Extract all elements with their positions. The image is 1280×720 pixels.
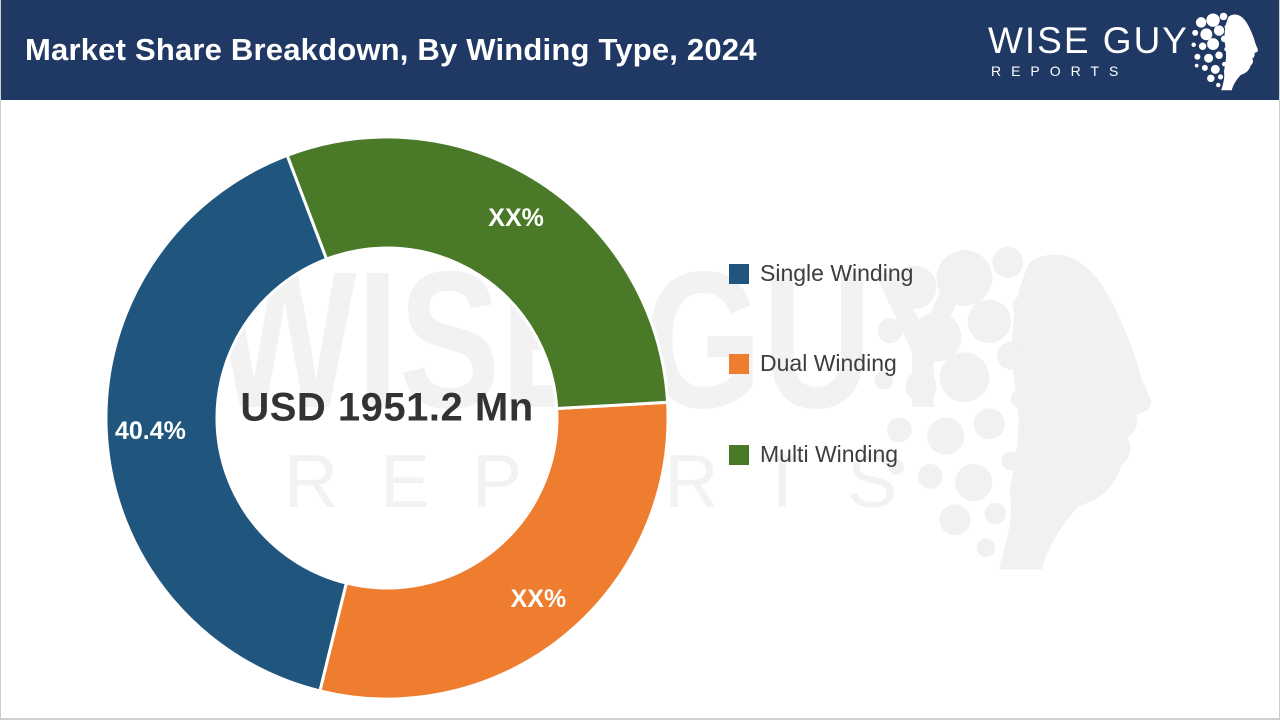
donut-chart: 40.4% XX% XX% — [104, 135, 670, 701]
logo-text: WISE GUY REPORTS — [988, 22, 1189, 79]
legend-swatch-single-winding — [729, 263, 749, 284]
wise-guy-reports-logo: WISE GUY REPORTS — [988, 6, 1267, 94]
legend-label-single-winding: Single Winding — [760, 260, 914, 286]
legend-swatch-dual-winding — [729, 353, 749, 374]
chart-area: WISE GUY REPORTS 40.4%XX%XX% USD 1951.2 … — [1, 100, 1279, 718]
logo-wise-guy-text: WISE GUY — [987, 19, 1189, 61]
slice-percent-label: 40.4% — [115, 417, 186, 445]
header: Market Share Breakdown, By Winding Type,… — [1, 0, 1279, 100]
logo-reports-text: REPORTS — [990, 62, 1129, 79]
donut-center-value: USD 1951.2 Mn — [240, 385, 534, 430]
legend-label-dual-winding: Dual Winding — [760, 350, 897, 376]
legend-item-single-winding: Single Winding — [729, 260, 913, 287]
chart-title: Market Share Breakdown, By Winding Type,… — [25, 32, 757, 67]
legend-item-multi-winding: Multi Winding — [729, 441, 898, 468]
slice-percent-label: XX% — [488, 204, 544, 232]
slice-single-winding — [104, 153, 349, 693]
slice-multi-winding — [285, 135, 670, 411]
legend-swatch-multi-winding — [729, 444, 749, 465]
legend-item-dual-winding: Dual Winding — [729, 350, 897, 377]
slice-percent-label: XX% — [511, 585, 567, 613]
slice-dual-winding — [318, 400, 670, 701]
legend: Single Winding Dual Winding Multi Windin… — [729, 100, 1029, 718]
logo-face-icon — [1191, 12, 1258, 91]
legend-label-multi-winding: Multi Winding — [760, 441, 899, 467]
